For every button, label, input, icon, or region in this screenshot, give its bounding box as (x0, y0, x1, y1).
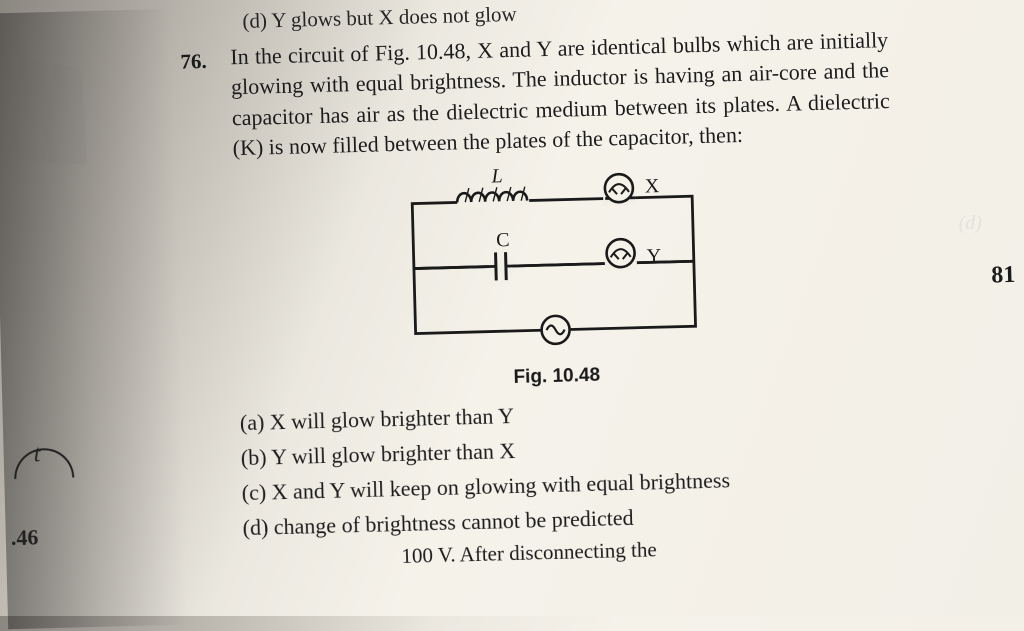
question-76: 76. In the circuit of Fig. 10.48, X and … (188, 23, 951, 164)
bulb-y-label: Y (646, 246, 661, 268)
question-line-5: between the plates of the capacitor, the… (384, 122, 743, 156)
left-page-number-046: .46 (11, 524, 39, 551)
bulb-x-label: X (645, 176, 661, 198)
capacitor-label: C (496, 229, 510, 251)
inductor-label: L (490, 166, 503, 188)
circuit-svg: L C X Y (386, 161, 721, 365)
left-page-t-label: t (33, 441, 40, 468)
circuit-figure: L C X Y (151, 155, 956, 371)
ghost-bleed-text: (d) (958, 212, 982, 236)
right-margin-number: 81 (991, 262, 1016, 290)
question-number: 76. (180, 49, 207, 75)
question-text: In the circuit of Fig. 10.48, X and Y ar… (230, 23, 951, 163)
main-content: (d) Y glows but X does not glow 76. In t… (187, 0, 962, 575)
options-list: (a) X will glow brighter than Y (b) Y wi… (198, 388, 961, 546)
